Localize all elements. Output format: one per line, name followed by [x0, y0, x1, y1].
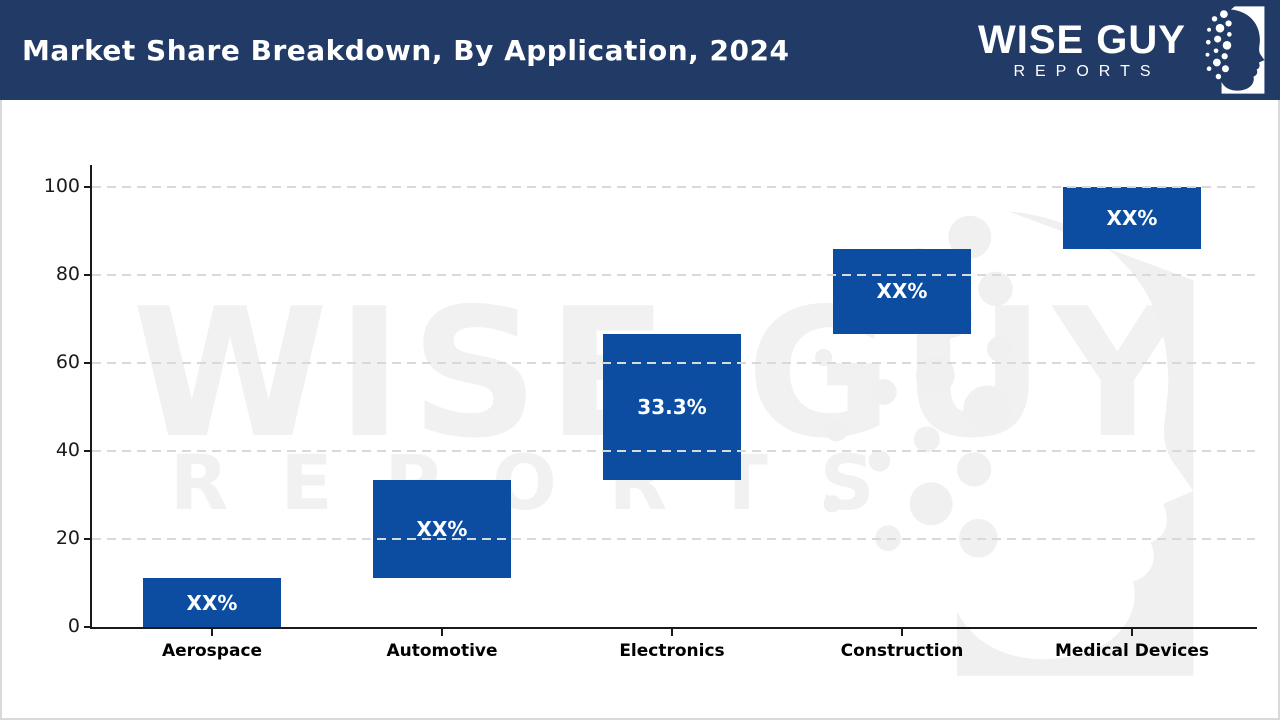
chart-area: WISE GUY REPORTS 0 20 40 60 80 100 XX% Aerospac…	[0, 100, 1280, 720]
waterfall-bar	[143, 578, 281, 627]
y-tickmark	[84, 362, 92, 364]
logo-wordmark-line1: WISE GUY	[977, 17, 1186, 62]
y-gridline	[92, 362, 1255, 364]
x-tickmark	[211, 627, 213, 636]
bar-value-label: XX%	[186, 590, 238, 615]
y-tick-label: 40	[55, 439, 80, 461]
bar-value-label: 33.3%	[637, 395, 707, 420]
bar-value-label: XX%	[416, 517, 468, 542]
logo-wordmark: WISE GUY REPORTS	[978, 20, 1186, 81]
x-tick-label: Construction	[840, 641, 964, 661]
header: Market Share Breakdown, By Application, …	[0, 0, 1280, 100]
x-tickmark	[1131, 627, 1133, 636]
y-tick-label: 0	[67, 615, 80, 637]
waterfall-chart: 0 20 40 60 80 100 XX% Aerospace XX% Automotive 33.…	[2, 100, 1278, 718]
bar-value-label: XX%	[1106, 205, 1158, 230]
logo-wordmark-line2: REPORTS	[1013, 62, 1161, 80]
watermark-subtext: REPORTS	[170, 438, 927, 527]
bar-value-label: XX%	[876, 279, 928, 304]
logo-face-icon	[1205, 6, 1265, 94]
y-gridline	[92, 538, 1255, 540]
y-tick-label: 80	[55, 263, 80, 285]
x-tick-label: Aerospace	[161, 641, 263, 661]
y-tickmark	[84, 274, 92, 276]
y-tick-label: 100	[43, 175, 80, 197]
y-gridline	[92, 450, 1255, 452]
waterfall-bar	[603, 333, 741, 481]
brand-logo: WISE GUY REPORTS	[978, 6, 1266, 94]
y-tickmark	[84, 626, 92, 628]
y-gridline	[92, 186, 1255, 188]
waterfall-bar	[833, 248, 971, 334]
y-tickmark	[84, 186, 92, 188]
x-tick-label: Medical Devices	[1054, 641, 1209, 661]
x-tickmark	[671, 627, 673, 636]
y-tick-label: 60	[55, 351, 80, 373]
x-tick-label: Electronics	[619, 641, 725, 661]
waterfall-bar	[1063, 187, 1201, 249]
x-tickmark	[901, 627, 903, 636]
y-gridline	[92, 274, 1255, 276]
y-tickmark	[84, 538, 92, 540]
y-tickmark	[84, 450, 92, 452]
page-title: Market Share Breakdown, By Application, …	[22, 33, 790, 67]
waterfall-bar	[373, 480, 511, 579]
x-tick-label: Automotive	[386, 641, 498, 661]
x-tickmark	[441, 627, 443, 636]
y-tick-label: 20	[55, 527, 80, 549]
y-axis-line	[90, 165, 92, 629]
x-axis-line	[90, 627, 1257, 629]
